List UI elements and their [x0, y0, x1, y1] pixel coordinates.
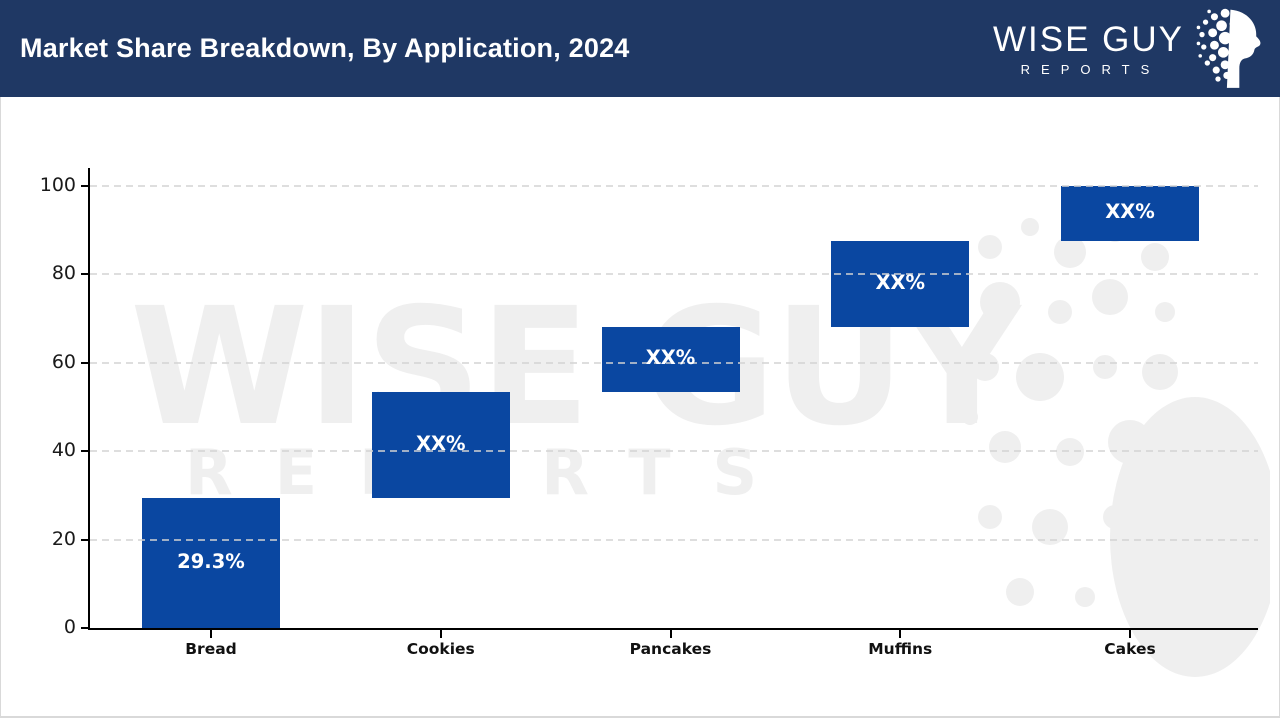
y-tick-label: 100	[39, 174, 76, 196]
brand-logo: WISE GUY REPORTS	[993, 3, 1266, 95]
brand-logo-text: WISE GUY REPORTS	[993, 22, 1184, 76]
y-axis-line	[88, 168, 90, 630]
x-category-label: Cakes	[1104, 640, 1156, 658]
y-tick-mark	[81, 538, 89, 541]
dotted-head-logo-icon	[1186, 3, 1266, 95]
card-bottom-border	[0, 716, 1280, 718]
y-tick-mark	[81, 627, 89, 629]
x-category-label: Cookies	[406, 640, 475, 658]
header-bar: Market Share Breakdown, By Application, …	[0, 0, 1280, 97]
y-tick-mark	[81, 361, 89, 364]
y-tick-label: 20	[51, 527, 76, 550]
bar-value-label: XX%	[645, 346, 696, 370]
waterfall-bar-cookies	[371, 391, 510, 499]
brand-logo-sub: REPORTS	[1020, 61, 1161, 77]
waterfall-bar-muffins	[831, 240, 970, 327]
y-tick-mark	[81, 450, 89, 453]
x-tick-mark	[210, 630, 212, 638]
x-tick-mark	[439, 630, 442, 638]
waterfall-bar-pancakes	[601, 326, 740, 392]
page-title: Market Share Breakdown, By Application, …	[20, 33, 630, 63]
brand-logo-main: WISE GUY	[992, 19, 1184, 59]
waterfall-bar-cakes	[1061, 186, 1199, 241]
bar-value-label: 29.3%	[177, 550, 245, 574]
gridline	[90, 361, 1258, 364]
y-tick-mark	[81, 273, 89, 276]
gridline	[90, 538, 1258, 541]
y-tick-label: 0	[63, 616, 76, 638]
y-tick-mark	[81, 185, 89, 187]
bar-value-label: XX%	[415, 432, 466, 455]
y-tick-label: 80	[51, 262, 76, 285]
waterfall-bar-bread	[142, 498, 280, 628]
x-axis-line	[88, 628, 1258, 630]
x-tick-mark	[669, 630, 672, 638]
x-category-label: Pancakes	[629, 640, 712, 658]
x-tick-mark	[1129, 630, 1131, 638]
gridline	[90, 185, 1258, 187]
x-category-label: Muffins	[868, 640, 933, 658]
y-tick-label: 60	[51, 350, 76, 373]
gridline	[90, 273, 1258, 276]
x-tick-mark	[899, 630, 902, 638]
x-category-label: Bread	[185, 640, 237, 658]
bar-value-label: XX%	[875, 270, 926, 294]
y-tick-label: 40	[51, 439, 76, 462]
gridline	[90, 450, 1258, 453]
bar-value-label: XX%	[1105, 200, 1155, 224]
card-left-border	[0, 97, 1, 717]
